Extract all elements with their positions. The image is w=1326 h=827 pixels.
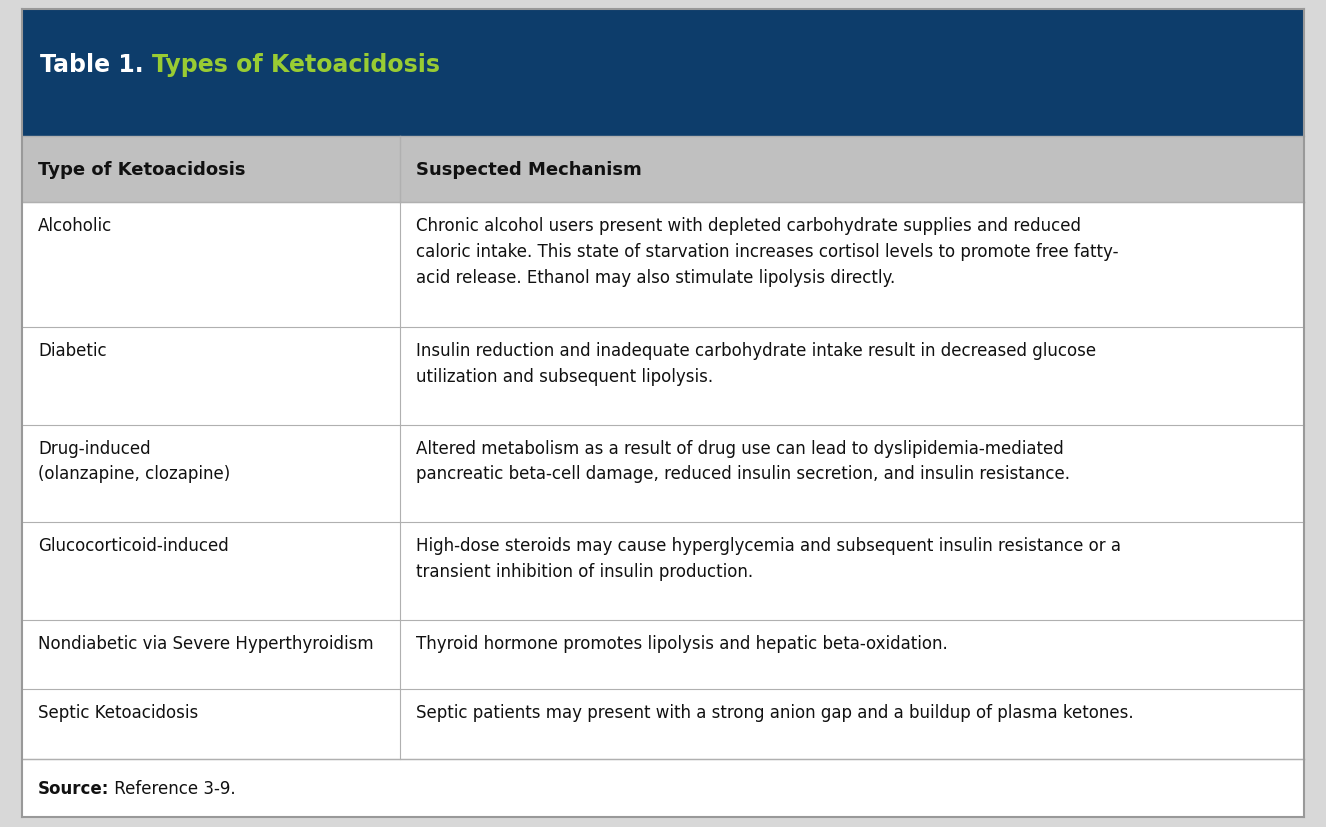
Text: Insulin reduction and inadequate carbohydrate intake result in decreased glucose: Insulin reduction and inadequate carbohy…	[416, 342, 1097, 385]
Bar	[23, 328, 1303, 425]
Text: Suspected Mechanism: Suspected Mechanism	[416, 160, 642, 179]
Text: Thyroid hormone promotes lipolysis and hepatic beta-oxidation.: Thyroid hormone promotes lipolysis and h…	[416, 633, 948, 652]
Bar	[23, 620, 1303, 690]
Text: Chronic alcohol users present with depleted carbohydrate supplies and reduced
ca: Chronic alcohol users present with deple…	[416, 217, 1119, 286]
Bar	[23, 759, 1303, 817]
Text: Diabetic: Diabetic	[38, 342, 106, 360]
Text: Reference 3-9.: Reference 3-9.	[109, 779, 236, 797]
Text: Glucocorticoid-induced: Glucocorticoid-induced	[38, 537, 229, 555]
Bar	[23, 119, 1303, 136]
Bar	[23, 425, 1303, 523]
Text: High-dose steroids may cause hyperglycemia and subsequent insulin resistance or : High-dose steroids may cause hyperglycem…	[416, 537, 1122, 581]
Bar	[23, 690, 1303, 759]
Bar	[23, 523, 1303, 620]
Bar	[23, 10, 1303, 119]
Text: Altered metabolism as a result of drug use can lead to dyslipidemia-mediated
pan: Altered metabolism as a result of drug u…	[416, 439, 1070, 483]
Bar	[23, 136, 1303, 203]
Bar	[23, 203, 1303, 328]
Text: Nondiabetic via Severe Hyperthyroidism: Nondiabetic via Severe Hyperthyroidism	[38, 633, 374, 652]
Text: Table 1.: Table 1.	[40, 52, 152, 76]
Text: Septic patients may present with a strong anion gap and a buildup of plasma keto: Septic patients may present with a stron…	[416, 704, 1134, 721]
Text: Types of Ketoacidosis: Types of Ketoacidosis	[152, 52, 440, 76]
Text: Source:: Source:	[38, 779, 109, 797]
Text: Type of Ketoacidosis: Type of Ketoacidosis	[38, 160, 245, 179]
Text: Alcoholic: Alcoholic	[38, 217, 113, 235]
Text: Septic Ketoacidosis: Septic Ketoacidosis	[38, 704, 199, 721]
Text: Drug-induced
(olanzapine, clozapine): Drug-induced (olanzapine, clozapine)	[38, 439, 231, 483]
